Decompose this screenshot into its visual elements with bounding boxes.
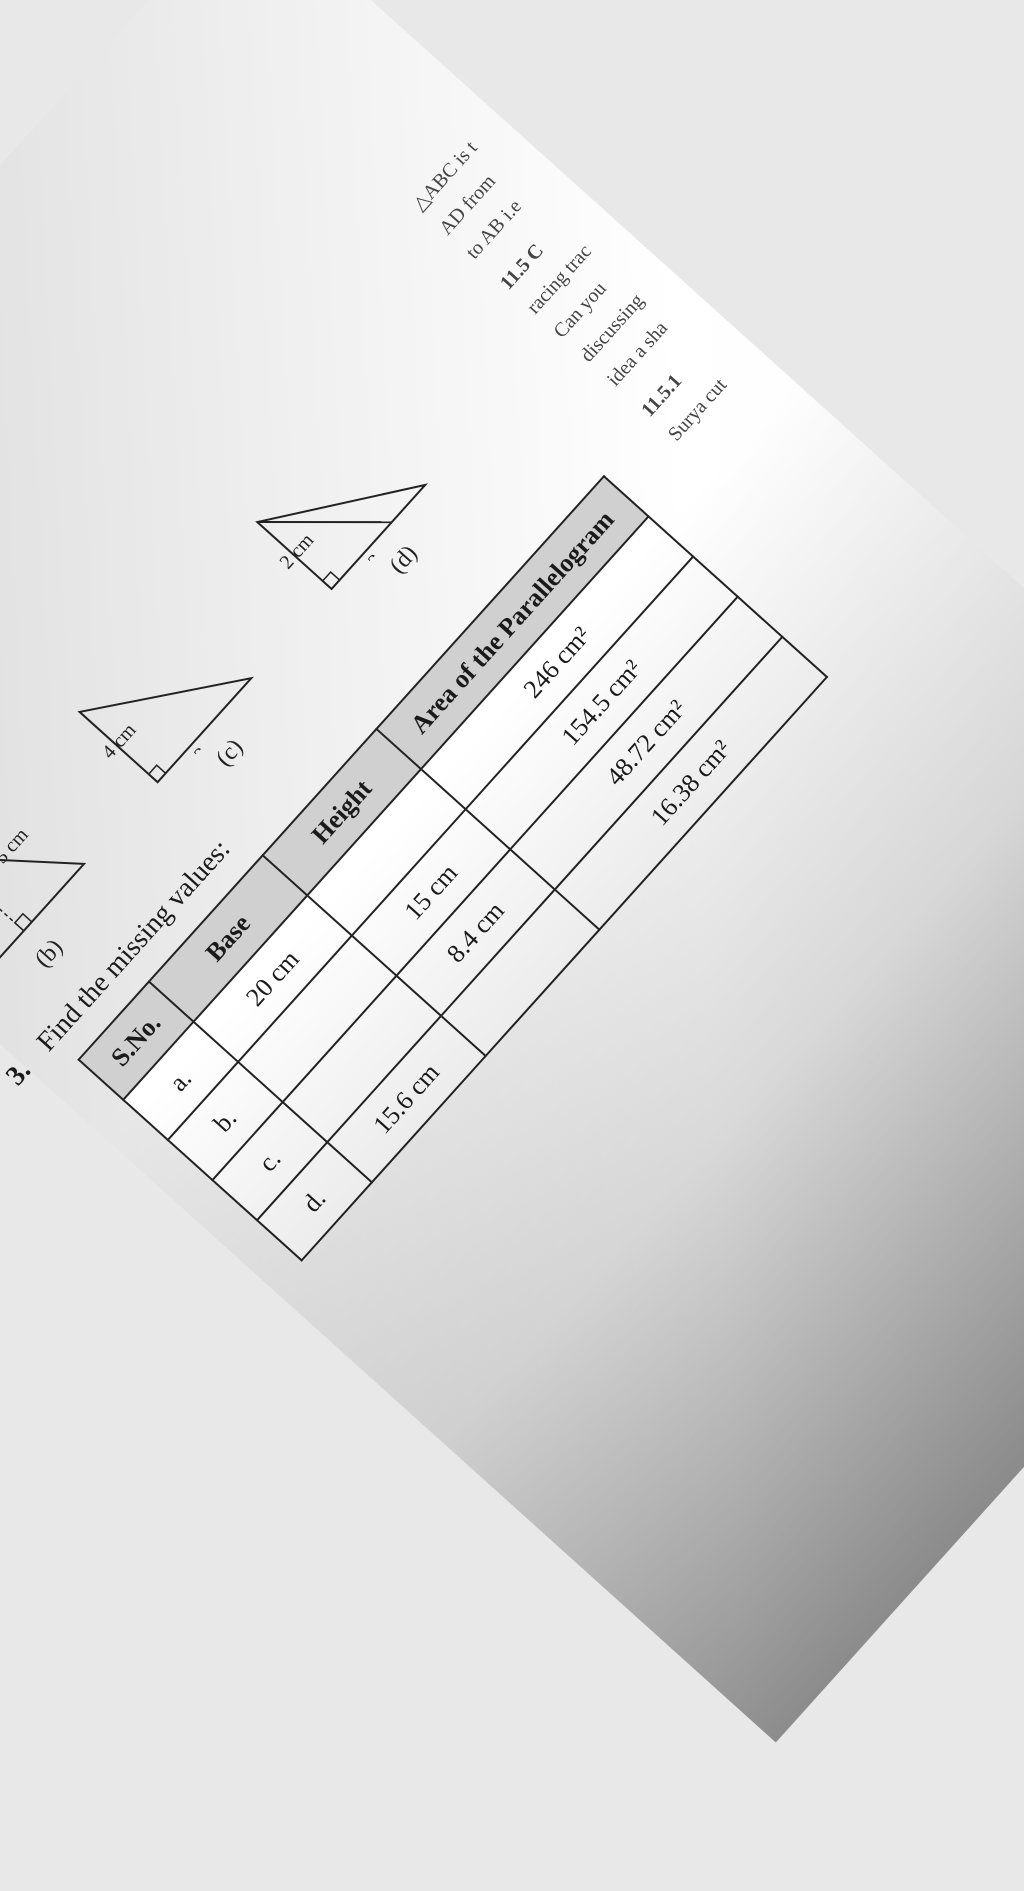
triangle-c-svg: 4 cm 3 cm	[48, 576, 272, 803]
triangle-d-side1: 2 cm	[275, 529, 318, 573]
page-content: 3.2 cm 5 cm (b) 4 cm 3 cm (c)	[0, 26, 1024, 1440]
triangle-d-svg: 2 cm 3 cm	[222, 383, 446, 610]
question-number: 3.	[0, 1055, 37, 1091]
textbook-page: 3.2 cm 5 cm (b) 4 cm 3 cm (c)	[0, 0, 1024, 1743]
triangle-c-side1: 4 cm	[98, 719, 141, 763]
